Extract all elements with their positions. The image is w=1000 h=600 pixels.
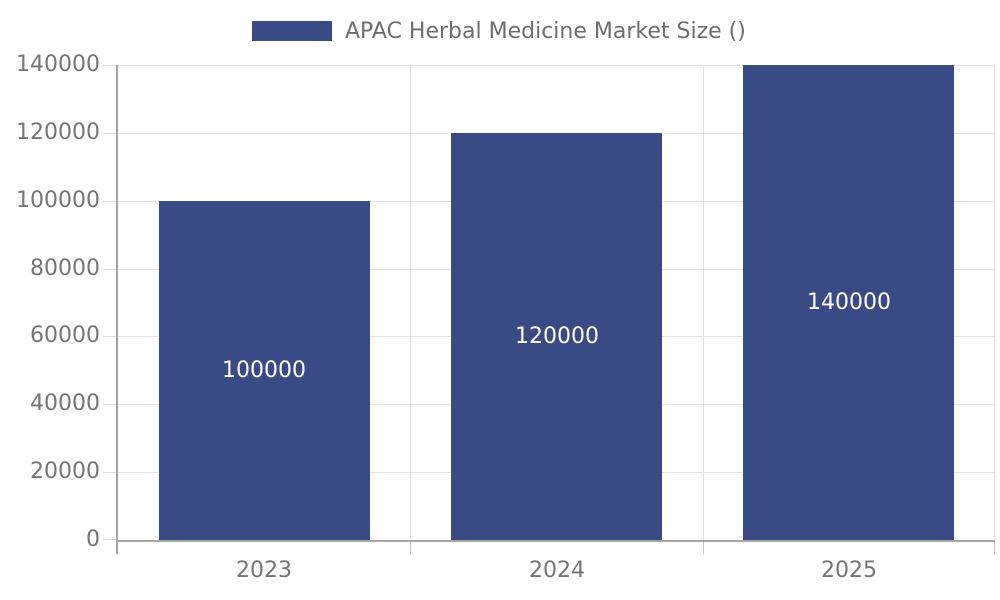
y-tick-label: 140000 [16, 52, 100, 77]
y-tick-mark [103, 539, 116, 540]
y-tick-label: 80000 [30, 256, 100, 281]
bar-value-label: 120000 [515, 324, 599, 349]
bar[interactable] [451, 133, 662, 540]
y-tick-label: 120000 [16, 120, 100, 145]
y-tick-mark [103, 269, 116, 270]
y-tick-label: 0 [86, 527, 100, 552]
y-tick-label: 60000 [30, 323, 100, 348]
plot-area: 0 20000 40000 60000 80000 100000 120000 140000 1… [16, 52, 995, 583]
y-axis-tick-mark [116, 542, 118, 554]
bar[interactable] [743, 65, 954, 540]
y-tick-mark [103, 404, 116, 405]
y-tick-mark [103, 65, 116, 66]
y-tick-label: 100000 [16, 188, 100, 213]
legend-swatch [252, 21, 332, 41]
x-gridline [410, 65, 411, 540]
bar[interactable] [159, 201, 370, 540]
x-tick-label: 2023 [236, 558, 292, 583]
x-gridline [703, 65, 704, 540]
bar-value-label: 140000 [807, 290, 891, 315]
x-tick-mark [410, 542, 411, 554]
y-tick-mark [103, 201, 116, 202]
legend-label: APAC Herbal Medicine Market Size () [345, 18, 746, 44]
y-tick-mark [103, 336, 116, 337]
y-tick-label: 40000 [30, 391, 100, 416]
x-gridline [994, 65, 995, 540]
y-tick-mark [103, 133, 116, 134]
legend[interactable]: APAC Herbal Medicine Market Size () [252, 17, 746, 45]
x-tick-mark [703, 542, 704, 554]
x-tick-label: 2025 [821, 558, 877, 583]
y-tick-mark [103, 472, 116, 473]
y-tick-label: 20000 [30, 459, 100, 484]
x-tick-mark [994, 542, 995, 554]
x-tick-label: 2024 [529, 558, 585, 583]
y-gridline [118, 65, 995, 66]
bar-value-label: 100000 [222, 358, 306, 383]
